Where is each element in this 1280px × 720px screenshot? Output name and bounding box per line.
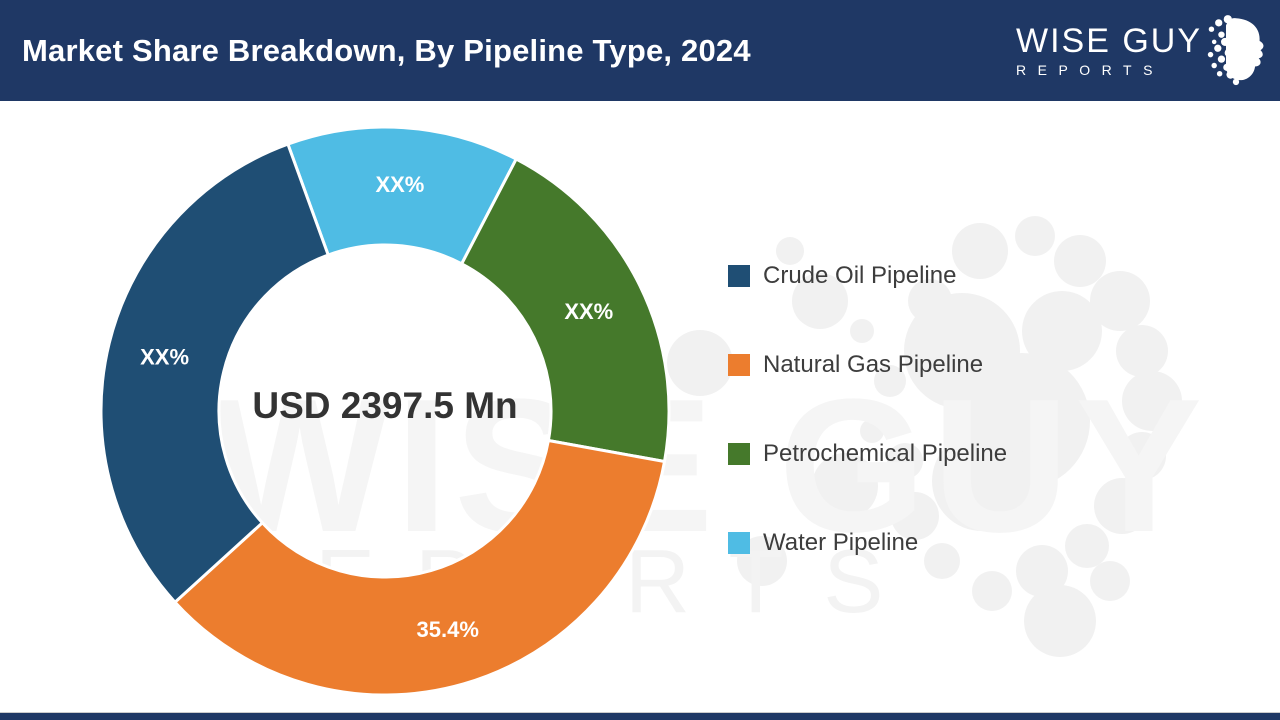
legend-swatch-crude-oil-pipeline (728, 265, 750, 287)
donut-segment-crude-oil-pipeline (99, 142, 330, 604)
legend-swatch-petrochemical-pipeline (728, 443, 750, 465)
watermark-dot (952, 223, 1008, 279)
wise-guy-reports-logo: WISE GUY REPORTS (1016, 6, 1266, 96)
watermark-dot (1090, 271, 1150, 331)
watermark-dot (860, 419, 884, 443)
watermark-dot (891, 492, 939, 540)
watermark-dot (1024, 585, 1096, 657)
donut-center-value: USD 2397.5 Mn (252, 385, 518, 426)
header-bar: Market Share Breakdown, By Pipeline Type… (0, 0, 1280, 101)
watermark-dot (776, 237, 804, 265)
segment-label-water-pipeline: XX% (375, 172, 424, 197)
watermark-dot (887, 443, 923, 479)
page-title: Market Share Breakdown, By Pipeline Type… (22, 32, 751, 68)
donut-segment-petrochemical-pipeline (460, 157, 671, 463)
legend-item-petrochemical-pipeline: Petrochemical Pipeline (728, 440, 1007, 468)
donut-chart: XX% XX% 35.4% XX% (99, 125, 671, 697)
watermark-dot (924, 543, 960, 579)
watermark-dot (850, 319, 874, 343)
watermark-dot (874, 365, 906, 397)
logo-text: WISE GUY REPORTS (1016, 23, 1202, 79)
chart-legend: Crude Oil Pipeline Natural Gas Pipeline Pe… (728, 262, 1007, 557)
watermark-dot (667, 330, 733, 396)
logo-wordmark: WISE GUY (1016, 22, 1203, 60)
donut-segment-natural-gas-pipeline (173, 439, 666, 697)
legend-swatch-natural-gas-pipeline (728, 354, 750, 376)
logo-face-icon (1207, 15, 1264, 86)
legend-label: Water Pipeline (763, 529, 919, 556)
legend-label: Crude Oil Pipeline (763, 262, 957, 289)
background-watermark: WISE GUY REPORTS (0, 101, 1280, 713)
legend-label: Natural Gas Pipeline (763, 351, 984, 378)
watermark-dot (1015, 216, 1055, 256)
watermark-dot (1118, 432, 1166, 480)
watermark-dot (812, 453, 878, 519)
watermark-dot (1054, 235, 1106, 287)
watermark-dot (1065, 524, 1109, 568)
legend-swatch-water-pipeline (728, 532, 750, 554)
segment-label-petrochemical-pipeline: XX% (564, 299, 613, 324)
watermark-dot (1094, 478, 1150, 534)
watermark-dot (1022, 291, 1102, 371)
footer-bar (0, 712, 1280, 720)
watermark-dot (792, 273, 848, 329)
watermark-dot (932, 431, 1032, 531)
legend-item-crude-oil-pipeline: Crude Oil Pipeline (728, 262, 1007, 290)
watermark-dot (1016, 545, 1068, 597)
watermark-face-dots (616, 216, 1182, 657)
legend-item-water-pipeline: Water Pipeline (728, 529, 1007, 557)
logo-subtitle: REPORTS (1016, 62, 1164, 78)
legend-item-natural-gas-pipeline: Natural Gas Pipeline (728, 351, 1007, 379)
segment-label-natural-gas-pipeline: 35.4% (417, 617, 479, 642)
watermark-dot (1090, 561, 1130, 601)
segment-label-crude-oil-pipeline: XX% (140, 344, 189, 369)
watermark-dot (1122, 371, 1182, 431)
watermark-dot (972, 571, 1012, 611)
watermark-dot (1116, 325, 1168, 377)
watermark-text-line1: WISE GUY (210, 360, 1209, 572)
legend-label: Petrochemical Pipeline (763, 440, 1008, 467)
